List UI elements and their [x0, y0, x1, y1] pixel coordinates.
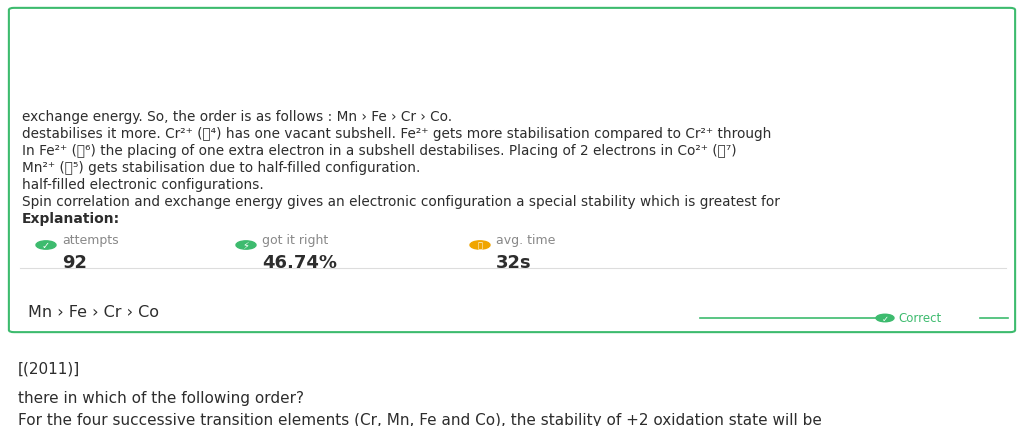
Text: Spin correlation and exchange energy gives an electronic configuration a special: Spin correlation and exchange energy giv…	[22, 195, 780, 208]
Text: 46.74%: 46.74%	[262, 253, 337, 271]
Text: In Fe²⁺ (𝑑⁶) the placing of one extra electron in a subshell destabilises. Placi: In Fe²⁺ (𝑑⁶) the placing of one extra el…	[22, 144, 736, 158]
Circle shape	[876, 314, 894, 322]
Text: [(2011)]: [(2011)]	[18, 361, 80, 376]
Circle shape	[36, 241, 56, 250]
Text: Explanation:: Explanation:	[22, 211, 120, 225]
Text: attempts: attempts	[62, 233, 119, 246]
Text: Correct: Correct	[898, 312, 941, 325]
Text: avg. time: avg. time	[496, 233, 555, 246]
Text: Mn › Fe › Cr › Co: Mn › Fe › Cr › Co	[28, 304, 159, 319]
Text: destabilises it more. Cr²⁺ (𝑑⁴) has one vacant subshell. Fe²⁺ gets more stabilis: destabilises it more. Cr²⁺ (𝑑⁴) has one …	[22, 127, 771, 141]
Text: 92: 92	[62, 253, 87, 271]
Text: Mn²⁺ (𝑑⁵) gets stabilisation due to half-filled configuration.: Mn²⁺ (𝑑⁵) gets stabilisation due to half…	[22, 161, 421, 175]
Text: ✓: ✓	[42, 240, 50, 250]
Text: exchange energy. So, the order is as follows : Mn › Fe › Cr › Co.: exchange energy. So, the order is as fol…	[22, 110, 453, 124]
Text: got it right: got it right	[262, 233, 329, 246]
Text: ⚡: ⚡	[243, 240, 250, 250]
Text: 32s: 32s	[496, 253, 531, 271]
Text: ⏱: ⏱	[477, 241, 482, 250]
Text: there in which of the following order?: there in which of the following order?	[18, 390, 304, 405]
FancyBboxPatch shape	[9, 9, 1015, 332]
Circle shape	[470, 241, 490, 250]
Circle shape	[236, 241, 256, 250]
Text: For the four successive transition elements (Cr, Mn, Fe and Co), the stability o: For the four successive transition eleme…	[18, 412, 822, 426]
Text: half-filled electronic configurations.: half-filled electronic configurations.	[22, 178, 264, 192]
Text: ✓: ✓	[882, 314, 889, 323]
